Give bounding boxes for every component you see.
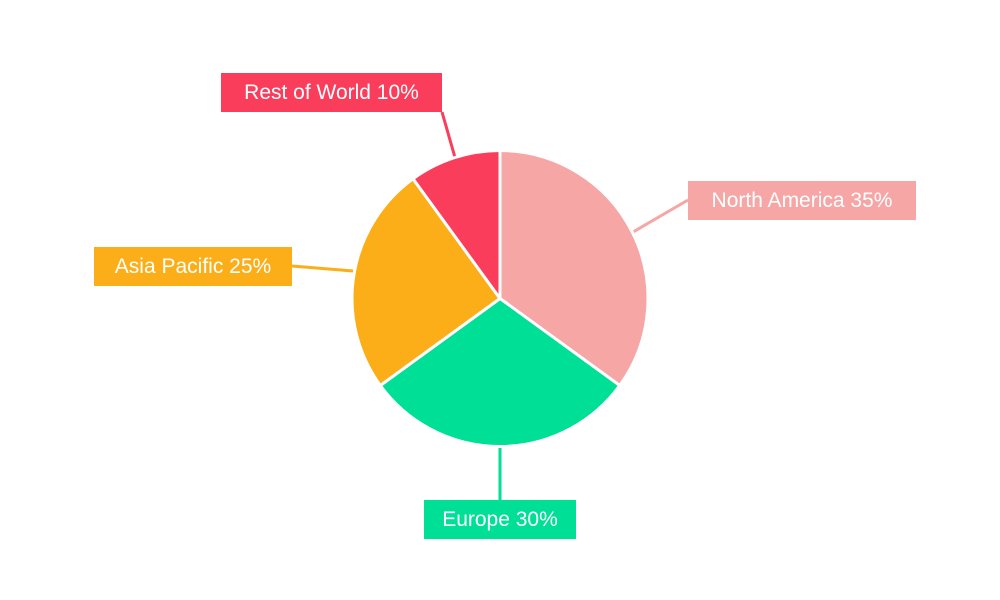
pie-slice-north-america[interactable] [498, 149, 650, 387]
pie-label-europe: Europe 30% [424, 500, 576, 539]
pie-label-north-america: North America 35% [688, 181, 916, 220]
pie-slice-rest-of-world[interactable] [411, 149, 502, 300]
pie-slice-europe[interactable] [378, 297, 622, 448]
pie-slice-asia-pacific[interactable] [350, 177, 502, 387]
pie-label-text-north-america: North America 35% [711, 189, 893, 212]
leader-line-north-america [632, 198, 689, 234]
pie-label-text-asia-pacific: Asia Pacific 25% [114, 255, 272, 278]
leader-line-asia-pacific [291, 264, 354, 273]
pie-label-text-europe: Europe 30% [442, 508, 558, 531]
pie-label-asia-pacific: Asia Pacific 25% [94, 247, 292, 286]
pie-label-rest-of-world: Rest of World 10% [221, 73, 442, 112]
pie-slices-group [350, 149, 650, 448]
pie-label-text-rest-of-world: Rest of World 10% [244, 81, 419, 104]
